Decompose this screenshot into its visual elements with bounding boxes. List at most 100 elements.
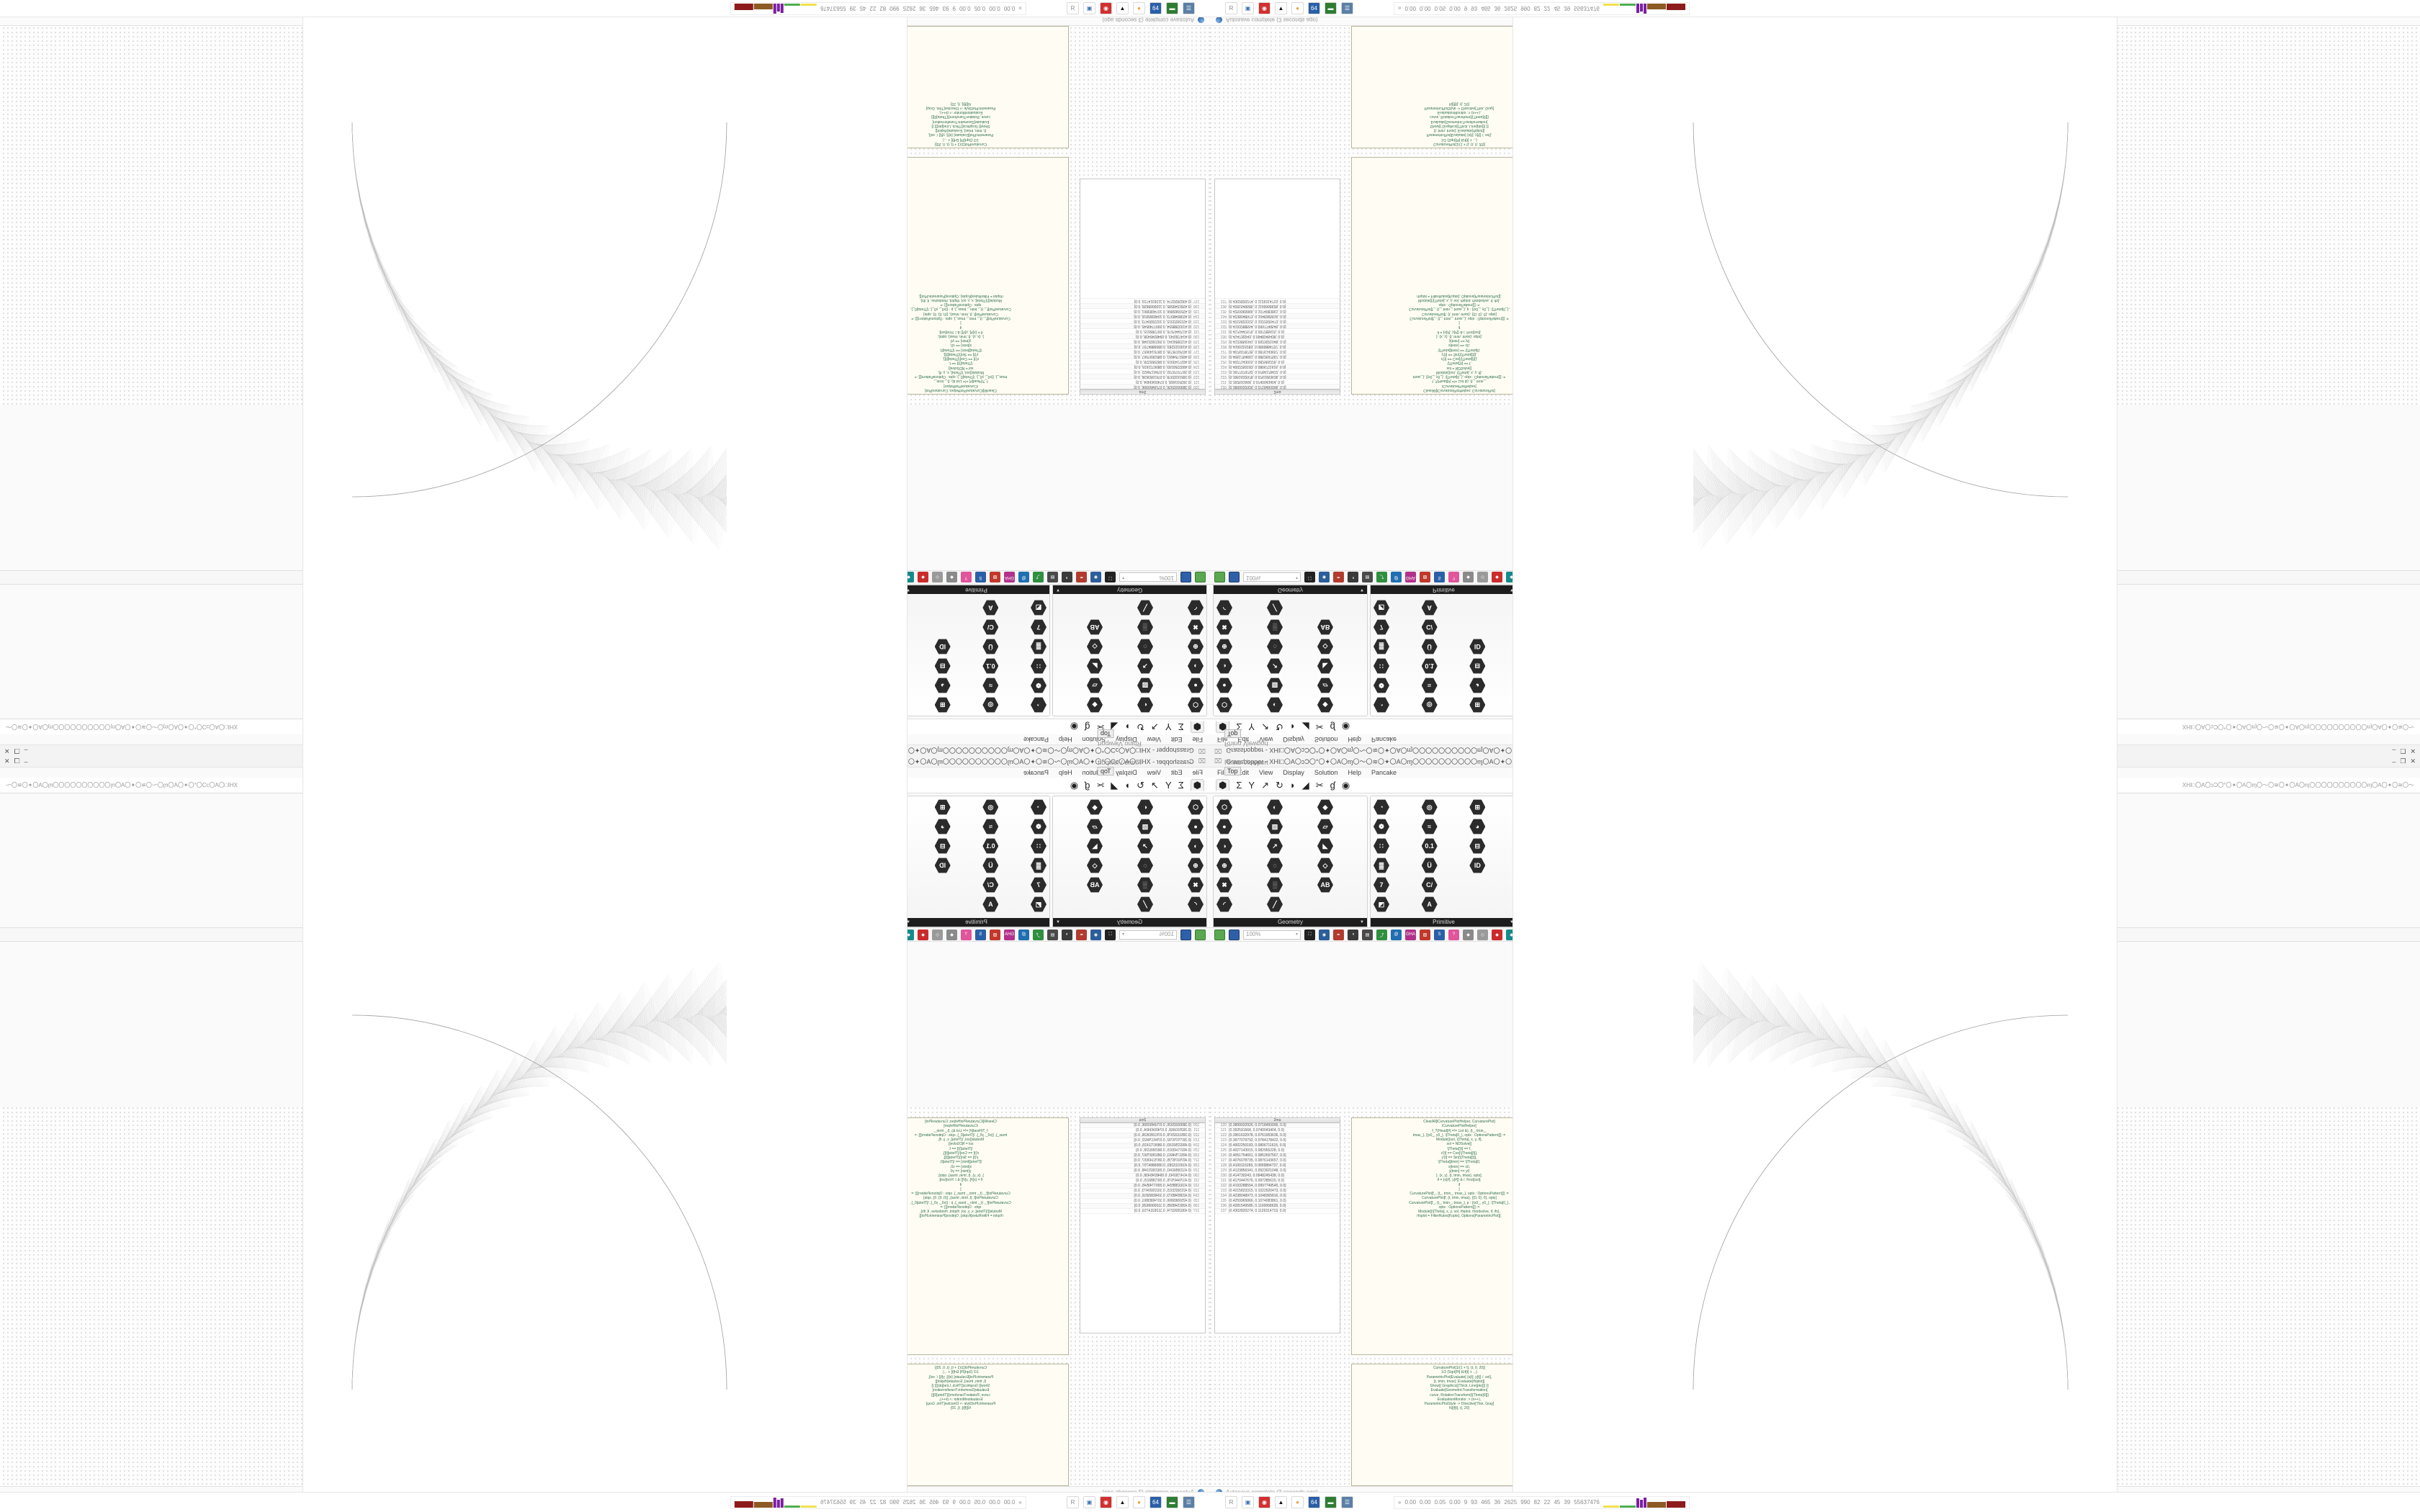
record-icon[interactable]: ◉ — [1100, 2, 1112, 14]
bottom-app-icons-left[interactable]: R ▣ ◉ ▲ ● 64 ▬ ☰ — [1067, 1496, 1195, 1508]
mesh-tab[interactable]: ◢ — [1111, 780, 1119, 791]
point-icon[interactable]: ● — [1186, 817, 1205, 836]
params-tab[interactable]: ⬢ — [1216, 721, 1230, 733]
curve-icon[interactable]: ◑ — [1215, 837, 1234, 855]
circle-icon[interactable]: ◎ — [1420, 696, 1439, 714]
gha-assembly-icon[interactable]: GHA — [1405, 572, 1416, 583]
screen-icon[interactable]: ▣ — [1242, 1496, 1254, 1508]
culture-icon[interactable]: ⊟ — [933, 837, 952, 855]
script-icon[interactable]: C/ — [981, 876, 1000, 894]
menu-item-solution[interactable]: Solution — [1082, 736, 1106, 743]
matrix-icon[interactable]: ⊞ — [933, 696, 952, 714]
primitive-panel-caption[interactable]: Primitive — [1371, 585, 1517, 594]
top-taskbar[interactable]: » 0.00 0.00 0.05 0.00 9 93 465 36 2625 990 82 22 45 39… — [0, 0, 2420, 17]
search-icon[interactable]: S — [975, 572, 986, 583]
menu-item-view[interactable]: View — [1147, 769, 1161, 776]
paint-icon[interactable]: ✒ — [1076, 572, 1087, 583]
maximize-button[interactable]: ❐ — [14, 747, 20, 755]
script-icon[interactable]: C/ — [981, 618, 1000, 636]
capture-icon[interactable]: ☰ — [1183, 1496, 1195, 1508]
red-gem-icon[interactable]: ◆ — [918, 929, 928, 940]
open-folder-icon[interactable] — [1195, 572, 1206, 583]
zoom-caret-icon[interactable]: ▾ — [1122, 575, 1125, 580]
arc-icon[interactable]: ◜ — [1215, 598, 1234, 617]
menu-item-file[interactable]: File — [1217, 769, 1228, 776]
text-icon[interactable]: A — [1420, 895, 1439, 914]
domain-icon[interactable]: ∷ — [1372, 657, 1391, 675]
red-gem-icon[interactable]: ◆ — [1492, 572, 1502, 583]
diamond-icon[interactable]: ◇ — [1085, 637, 1104, 656]
mesh-tab[interactable]: ◢ — [1111, 721, 1119, 732]
line-icon[interactable]: ╱ — [1136, 598, 1155, 617]
complex-icon[interactable]: ≈ — [1420, 676, 1439, 695]
point-icon[interactable]: ● — [1186, 676, 1205, 695]
box-icon[interactable]: ✖ — [1215, 876, 1234, 894]
plane-icon[interactable]: ◆ — [1316, 696, 1335, 714]
rhino-viewport[interactable] — [302, 14, 908, 756]
primitive-panel-caption[interactable]: Primitive — [1371, 918, 1517, 927]
vector-tab[interactable]: ↗ — [1261, 721, 1269, 732]
menu-item-pancake[interactable]: Pancake — [1023, 736, 1049, 743]
floppy-blue-icon[interactable]: 64 — [1150, 1496, 1162, 1508]
unknown-icon[interactable]: ? — [1448, 929, 1459, 940]
guid-icon[interactable]: Ü — [1420, 637, 1439, 656]
field-icon[interactable]: ⊕ — [1186, 856, 1205, 875]
number-icon[interactable]: 0.1 — [981, 837, 1000, 855]
brep-icon[interactable]: ⬡ — [1215, 798, 1234, 816]
gha-assembly-icon[interactable]: GHA — [1004, 572, 1015, 583]
rectangle-icon[interactable]: ▱ — [1085, 817, 1104, 836]
profiler-icon[interactable]: ▤ — [1047, 572, 1058, 583]
point-icon[interactable]: ● — [1215, 676, 1234, 695]
params-tab[interactable]: ⬢ — [1190, 779, 1204, 791]
sketch-icon[interactable]: ▨ — [990, 572, 1000, 583]
intersect-tab[interactable]: ✂ — [1315, 721, 1324, 732]
floppy-blue-icon[interactable]: 64 — [1150, 2, 1162, 14]
geometry-panel-caption[interactable]: Geometry — [1214, 918, 1367, 927]
diamond-icon[interactable]: ◇ — [1316, 637, 1335, 656]
window-sysmenu-icon[interactable]: ⌧ — [1198, 757, 1206, 765]
search-icon[interactable]: S — [975, 929, 986, 940]
field-icon[interactable]: ⊕ — [1215, 856, 1234, 875]
search-icon[interactable]: S — [1434, 572, 1445, 583]
primitive-panel[interactable]: ◔ ❁ ∷ ▓ 7 ◩ ◎ ≈0.1 Ü C/A ⊞ ◕ ⊟ ID Primitive — [1370, 796, 1518, 927]
light-bake-icon[interactable]: ◆ — [1463, 572, 1474, 583]
twist-icon[interactable]: ◣ — [1316, 657, 1335, 675]
arc-icon[interactable]: ◜ — [1186, 598, 1205, 617]
intersect-tab[interactable]: ✂ — [1096, 721, 1105, 732]
params-tab[interactable]: ⬢ — [1216, 779, 1230, 791]
menu-item-edit[interactable]: Edit — [1170, 736, 1183, 743]
menu-item-view[interactable]: View — [1259, 736, 1273, 743]
menu-item-file[interactable]: File — [1192, 769, 1203, 776]
preview-eye-icon[interactable]: ◉ — [1319, 929, 1330, 940]
params-tab[interactable]: ⬢ — [1190, 721, 1204, 733]
preview-eye-icon[interactable]: ◉ — [1090, 572, 1101, 583]
close-button[interactable]: ✕ — [2410, 747, 2416, 755]
remote-panel-icon[interactable]: @ — [1018, 929, 1029, 940]
curve-icon[interactable]: ◑ — [1186, 657, 1205, 675]
box-icon[interactable]: ✖ — [1186, 876, 1205, 894]
fit-view-icon[interactable]: ⛶ — [1105, 572, 1116, 583]
rhino-icon[interactable]: R — [1067, 1496, 1079, 1508]
geometry-panel-caption[interactable]: Geometry — [1053, 585, 1206, 594]
mesh-icon[interactable]: ▨ — [1265, 676, 1284, 695]
chevron-up-icon[interactable]: » — [1018, 5, 1022, 12]
vector-tab[interactable]: ↗ — [1261, 780, 1269, 791]
line-icon[interactable]: ╱ — [1136, 895, 1155, 914]
chevron-up-icon[interactable]: » — [1398, 5, 1402, 12]
minimize-button[interactable]: – — [24, 747, 28, 755]
search-icon[interactable]: S — [1434, 929, 1445, 940]
rhino-viewport[interactable] — [1512, 14, 2118, 756]
display-tab[interactable]: ◉ — [1070, 780, 1079, 791]
chevron-up-icon[interactable]: » — [1018, 1499, 1022, 1506]
field-icon[interactable]: ⊕ — [1215, 637, 1234, 656]
menu-item-pancake[interactable]: Pancake — [1371, 736, 1397, 743]
mesh-icon[interactable]: ▨ — [1136, 817, 1155, 836]
save-icon[interactable] — [1229, 929, 1240, 940]
colour-icon[interactable]: ❁ — [1372, 676, 1391, 695]
menu-item-edit[interactable]: Edit — [1237, 769, 1250, 776]
geometry-panel-caption[interactable]: Geometry — [1053, 918, 1206, 927]
brep-icon[interactable]: ⬡ — [1215, 696, 1234, 714]
vector-icon[interactable]: ↗ — [1265, 657, 1284, 675]
gradient-icon[interactable]: ◩ — [1372, 598, 1391, 617]
minimize-button[interactable]: – — [24, 757, 28, 765]
